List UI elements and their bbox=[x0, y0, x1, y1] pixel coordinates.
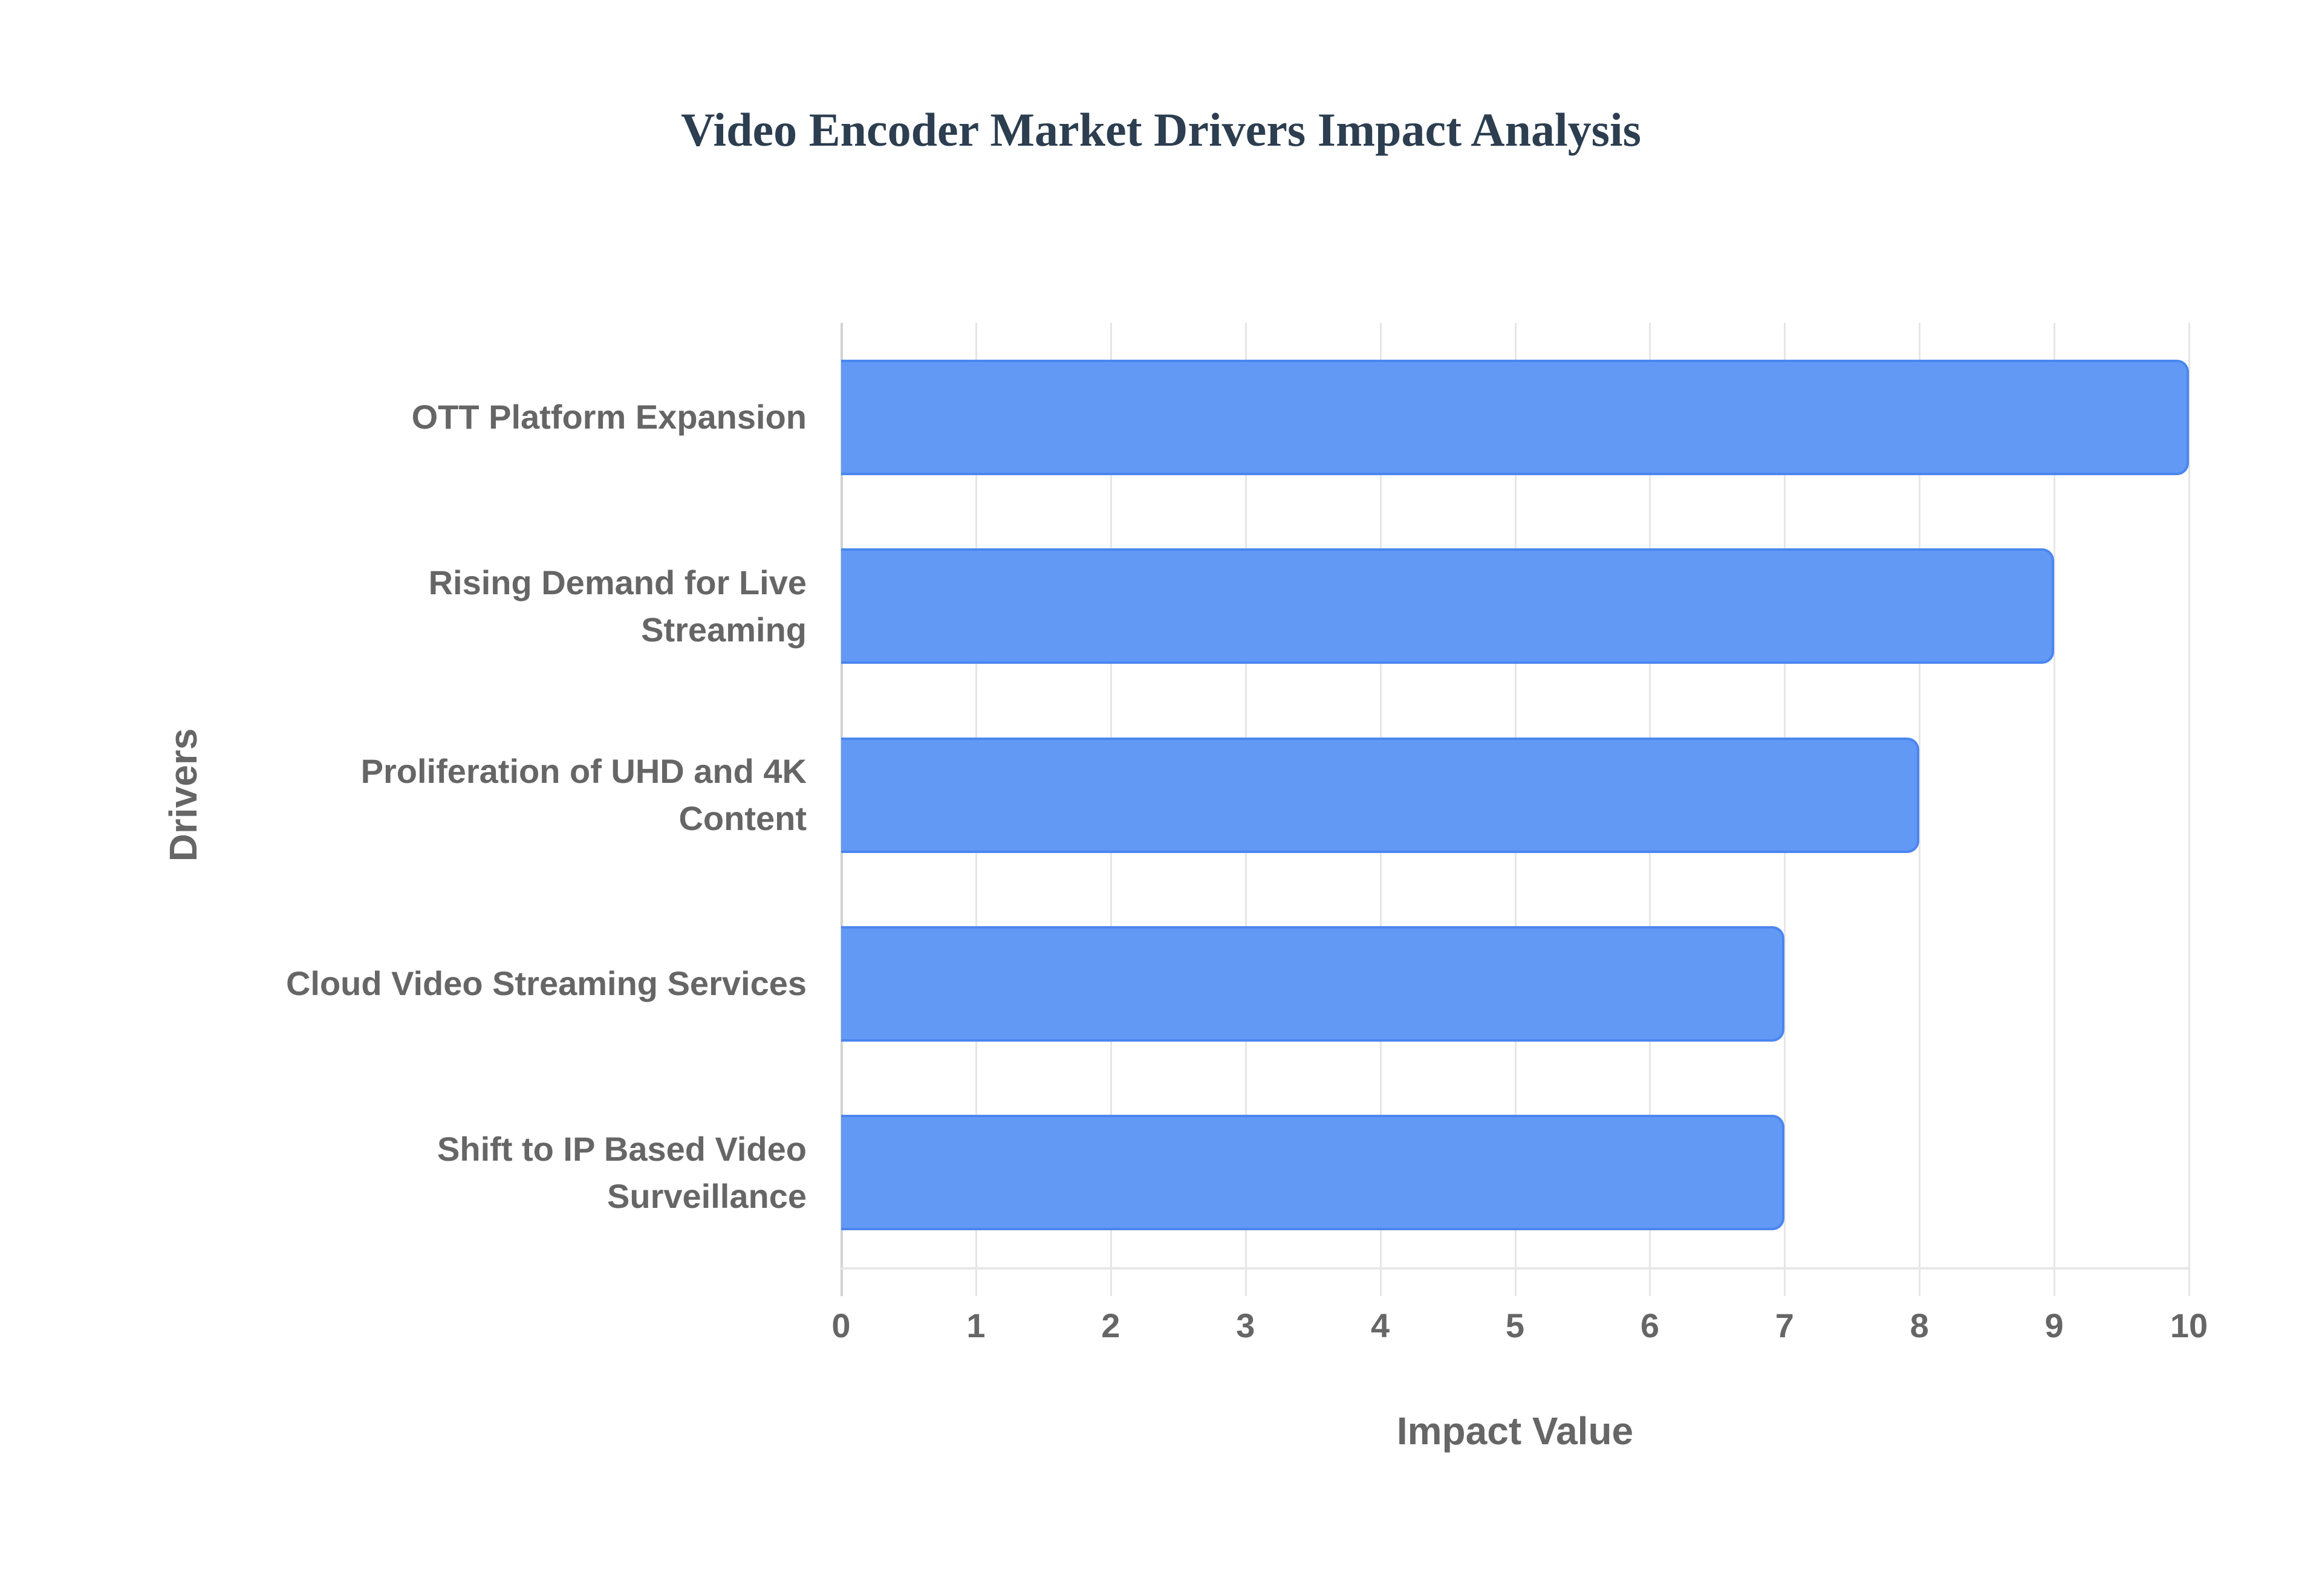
y-category-label-line: Rising Demand for Live bbox=[428, 563, 807, 602]
x-tick-label: 0 bbox=[831, 1306, 851, 1345]
x-axis-label: Impact Value bbox=[1396, 1409, 1634, 1453]
gridline bbox=[2188, 323, 2190, 1296]
y-category-label: Rising Demand for Live Streaming bbox=[202, 559, 807, 654]
x-tick-label: 3 bbox=[1236, 1306, 1255, 1345]
x-tick-label: 9 bbox=[2044, 1306, 2064, 1345]
y-category-label-line: OTT Platform Expansion bbox=[411, 398, 807, 436]
bar[interactable] bbox=[841, 1115, 1785, 1231]
y-category-label-line: Surveillance bbox=[607, 1176, 807, 1215]
chart-title: Video Encoder Market Drivers Impact Anal… bbox=[680, 103, 1642, 156]
y-category-label: Cloud Video Streaming Services bbox=[202, 960, 807, 1007]
y-category-label-line: Shift to IP Based Video bbox=[437, 1129, 807, 1168]
bar[interactable] bbox=[841, 926, 1785, 1042]
x-tick-label: 4 bbox=[1371, 1306, 1390, 1345]
y-category-label-line: Proliferation of UHD and 4K bbox=[360, 752, 807, 790]
y-category-label-line: Streaming bbox=[641, 610, 807, 649]
y-axis-label: Drivers bbox=[161, 728, 205, 862]
y-category-label: Shift to IP Based Video Surveillance bbox=[202, 1126, 807, 1220]
x-tick-label: 7 bbox=[1775, 1306, 1794, 1345]
bar[interactable] bbox=[841, 737, 1920, 853]
x-axis-line bbox=[841, 1267, 2189, 1270]
y-category-label: Proliferation of UHD and 4K Content bbox=[202, 748, 807, 842]
y-category-label: OTT Platform Expansion bbox=[202, 394, 807, 441]
x-tick-label: 8 bbox=[1910, 1306, 1929, 1345]
bar[interactable] bbox=[841, 548, 2055, 664]
x-tick-label: 1 bbox=[966, 1306, 986, 1345]
y-category-label-line: Content bbox=[678, 799, 807, 837]
bar[interactable] bbox=[841, 359, 2189, 475]
x-tick-label: 6 bbox=[1640, 1306, 1659, 1345]
x-tick-label: 5 bbox=[1505, 1306, 1525, 1345]
x-tick-label: 2 bbox=[1101, 1306, 1120, 1345]
y-category-label-line: Cloud Video Streaming Services bbox=[285, 964, 807, 1003]
gridline bbox=[1919, 323, 1921, 1296]
plot-area bbox=[841, 323, 2190, 1296]
x-tick-label: 10 bbox=[2170, 1306, 2208, 1345]
gridline bbox=[2054, 323, 2056, 1296]
